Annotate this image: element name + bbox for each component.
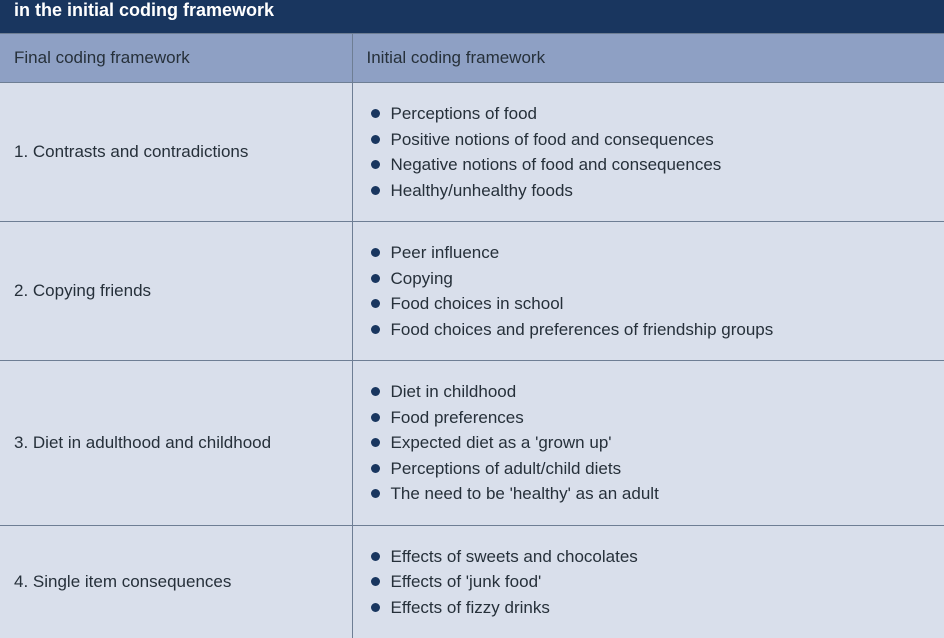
list-item: Healthy/unhealthy foods xyxy=(367,178,931,204)
row-left-label: 2. Copying friends xyxy=(0,222,352,361)
list-item: Peer influence xyxy=(367,240,931,266)
list-item: Perceptions of adult/child diets xyxy=(367,456,931,482)
row-right-cell: Effects of sweets and chocolatesEffects … xyxy=(352,525,944,638)
table-row: 3. Diet in adulthood and childhoodDiet i… xyxy=(0,361,944,526)
list-item: Effects of sweets and chocolates xyxy=(367,544,931,570)
list-item: Copying xyxy=(367,266,931,292)
table-row: 2. Copying friendsPeer influenceCopyingF… xyxy=(0,222,944,361)
coding-framework-table: in the initial coding framework Final co… xyxy=(0,0,944,638)
row-left-label: 3. Diet in adulthood and childhood xyxy=(0,361,352,526)
list-item: The need to be 'healthy' as an adult xyxy=(367,481,931,507)
row-right-cell: Diet in childhoodFood preferencesExpecte… xyxy=(352,361,944,526)
bullet-list: Perceptions of foodPositive notions of f… xyxy=(367,101,931,203)
list-item: Food choices in school xyxy=(367,291,931,317)
header-right: Initial coding framework xyxy=(352,34,944,83)
table-row: 4. Single item consequencesEffects of sw… xyxy=(0,525,944,638)
list-item: Negative notions of food and consequence… xyxy=(367,152,931,178)
row-left-label: 4. Single item consequences xyxy=(0,525,352,638)
row-right-cell: Peer influenceCopyingFood choices in sch… xyxy=(352,222,944,361)
list-item: Positive notions of food and consequence… xyxy=(367,127,931,153)
list-item: Food choices and preferences of friendsh… xyxy=(367,317,931,343)
list-item: Perceptions of food xyxy=(367,101,931,127)
table-title: in the initial coding framework xyxy=(0,0,944,34)
bullet-list: Effects of sweets and chocolatesEffects … xyxy=(367,544,931,621)
list-item: Effects of 'junk food' xyxy=(367,569,931,595)
list-item: Effects of fizzy drinks xyxy=(367,595,931,621)
list-item: Expected diet as a 'grown up' xyxy=(367,430,931,456)
row-right-cell: Perceptions of foodPositive notions of f… xyxy=(352,83,944,222)
row-left-label: 1. Contrasts and contradictions xyxy=(0,83,352,222)
header-left: Final coding framework xyxy=(0,34,352,83)
table-row: 1. Contrasts and contradictionsPerceptio… xyxy=(0,83,944,222)
bullet-list: Peer influenceCopyingFood choices in sch… xyxy=(367,240,931,342)
list-item: Food preferences xyxy=(367,405,931,431)
list-item: Diet in childhood xyxy=(367,379,931,405)
bullet-list: Diet in childhoodFood preferencesExpecte… xyxy=(367,379,931,507)
